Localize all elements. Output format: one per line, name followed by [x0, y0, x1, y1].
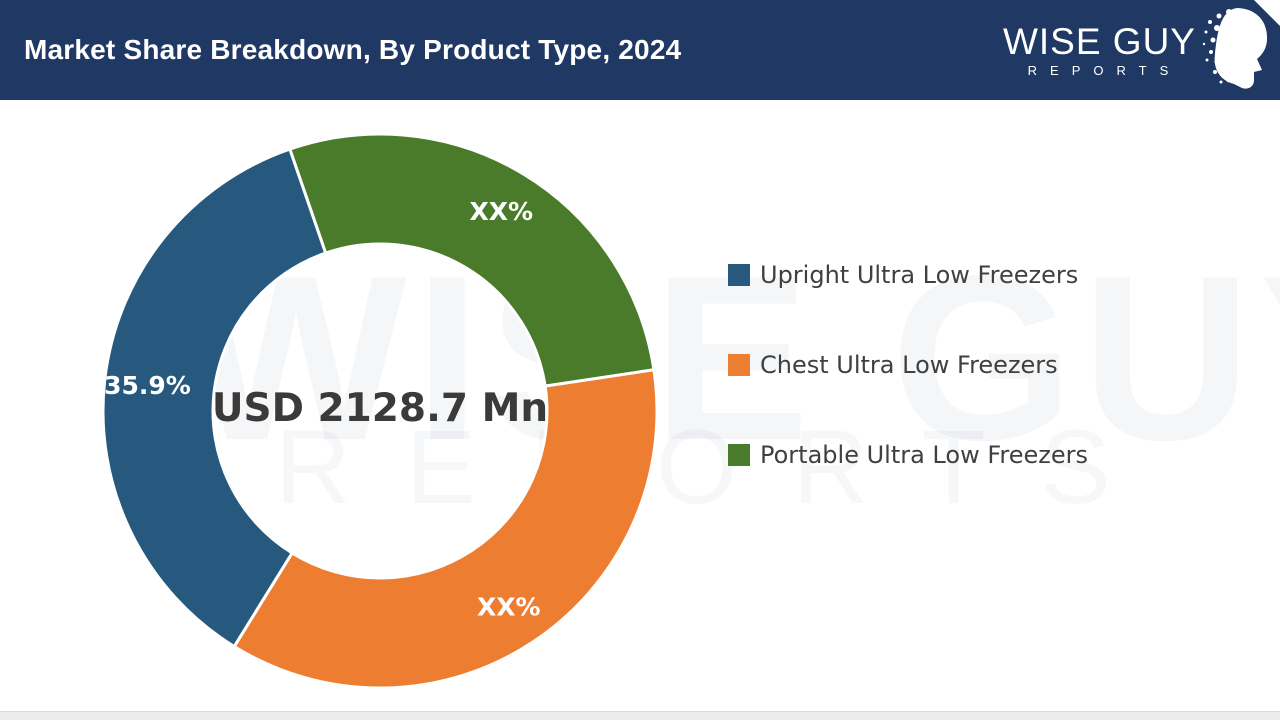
legend-swatch: [728, 354, 750, 376]
legend-label: Chest Ultra Low Freezers: [760, 351, 1058, 379]
segment-percentage-label: XX%: [477, 592, 541, 621]
face-profile-icon: [1202, 8, 1268, 89]
segment-percentage-label: 35.9%: [104, 371, 191, 400]
legend-item-3: Portable Ultra Low Freezers: [728, 440, 1088, 470]
header-bar: Market Share Breakdown, By Product Type,…: [0, 0, 1280, 100]
legend-item-2: Chest Ultra Low Freezers: [728, 350, 1088, 380]
logo-subtitle: REPORTS: [1027, 63, 1182, 78]
legend-swatch: [728, 444, 750, 466]
legend-item-1: Upright Ultra Low Freezers: [728, 260, 1088, 290]
chart-center-value: USD 2128.7 Mn: [211, 386, 549, 431]
logo-wordmark: WISE GUY REPORTS: [1003, 23, 1196, 77]
legend-swatch: [728, 264, 750, 286]
page-title: Market Share Breakdown, By Product Type,…: [24, 34, 682, 65]
wise-guy-reports-logo: WISE GUY REPORTS: [1003, 0, 1270, 100]
background-watermark-subtext: REPORTS: [275, 415, 1166, 520]
legend-label: Portable Ultra Low Freezers: [760, 441, 1088, 469]
donut-segment-1: [101, 147, 328, 649]
donut-segment-3: [288, 132, 656, 388]
footer-bar: [0, 711, 1280, 720]
segment-percentage-label: XX%: [469, 197, 533, 226]
legend-label: Upright Ultra Low Freezers: [760, 261, 1079, 289]
logo-title: WISE GUY: [1002, 21, 1196, 62]
chart-legend: Upright Ultra Low Freezers Chest Ultra Lo…: [728, 260, 1088, 530]
donut-segment-2: [232, 368, 659, 690]
